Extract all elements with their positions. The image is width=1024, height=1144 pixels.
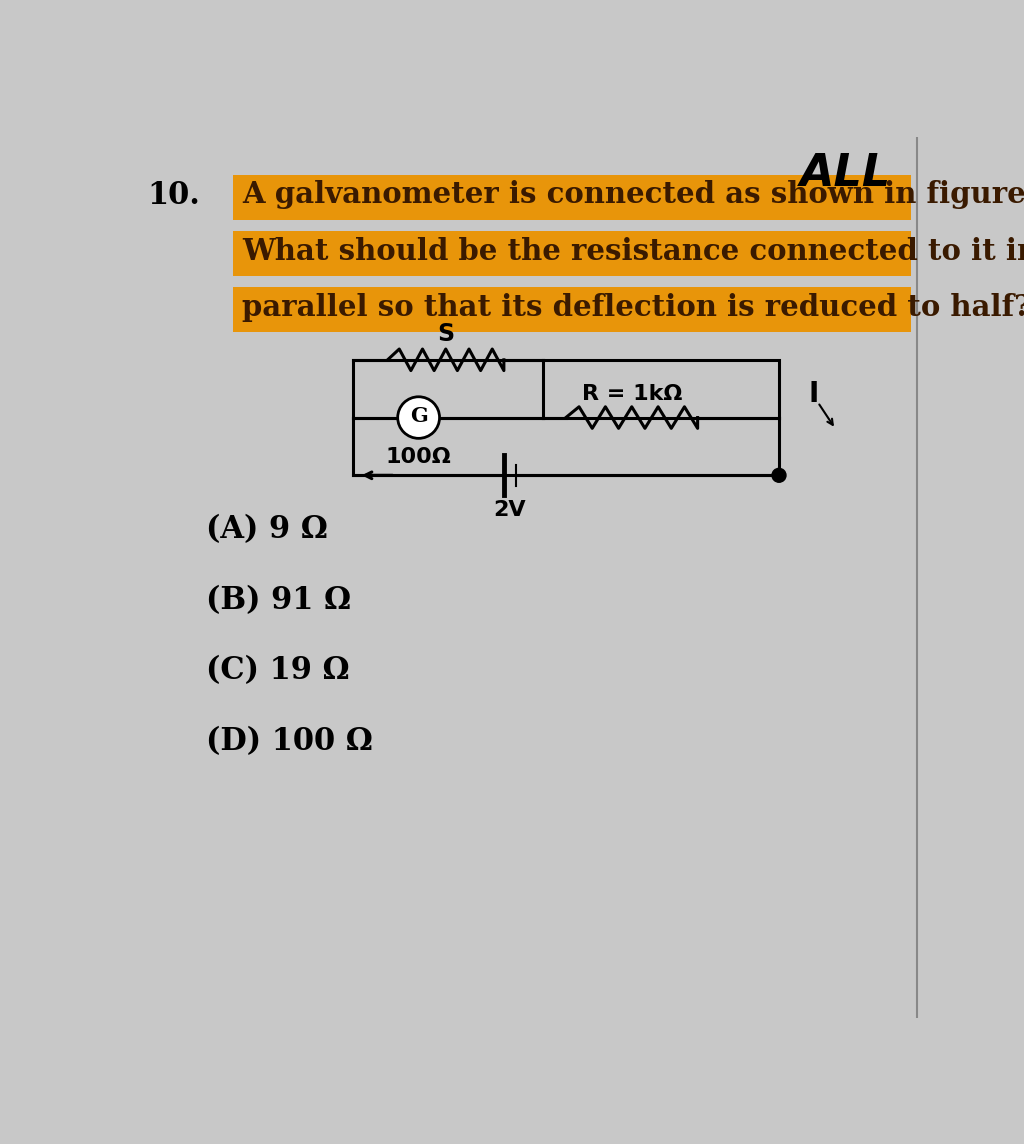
Text: 10.: 10.: [147, 181, 201, 212]
Text: What should be the resistance connected to it in: What should be the resistance connected …: [242, 237, 1024, 265]
Text: I: I: [809, 381, 819, 408]
Text: G: G: [410, 406, 427, 426]
FancyBboxPatch shape: [232, 231, 910, 276]
Text: R = 1kΩ: R = 1kΩ: [582, 383, 682, 404]
Circle shape: [397, 397, 439, 438]
FancyBboxPatch shape: [232, 175, 910, 220]
Text: (C) 19 Ω: (C) 19 Ω: [206, 656, 349, 686]
Text: S: S: [437, 321, 455, 345]
Text: parallel so that its deflection is reduced to half?: parallel so that its deflection is reduc…: [242, 293, 1024, 321]
Text: A galvanometer is connected as shown in figure.: A galvanometer is connected as shown in …: [242, 181, 1024, 209]
Text: 100Ω: 100Ω: [386, 447, 452, 467]
FancyBboxPatch shape: [232, 287, 910, 332]
Circle shape: [772, 468, 786, 483]
Text: 2V: 2V: [493, 500, 525, 521]
Text: (B) 91 Ω: (B) 91 Ω: [206, 585, 350, 615]
Text: ALL: ALL: [800, 152, 891, 194]
Text: (A) 9 Ω: (A) 9 Ω: [206, 514, 328, 545]
Text: (D) 100 Ω: (D) 100 Ω: [206, 726, 373, 757]
